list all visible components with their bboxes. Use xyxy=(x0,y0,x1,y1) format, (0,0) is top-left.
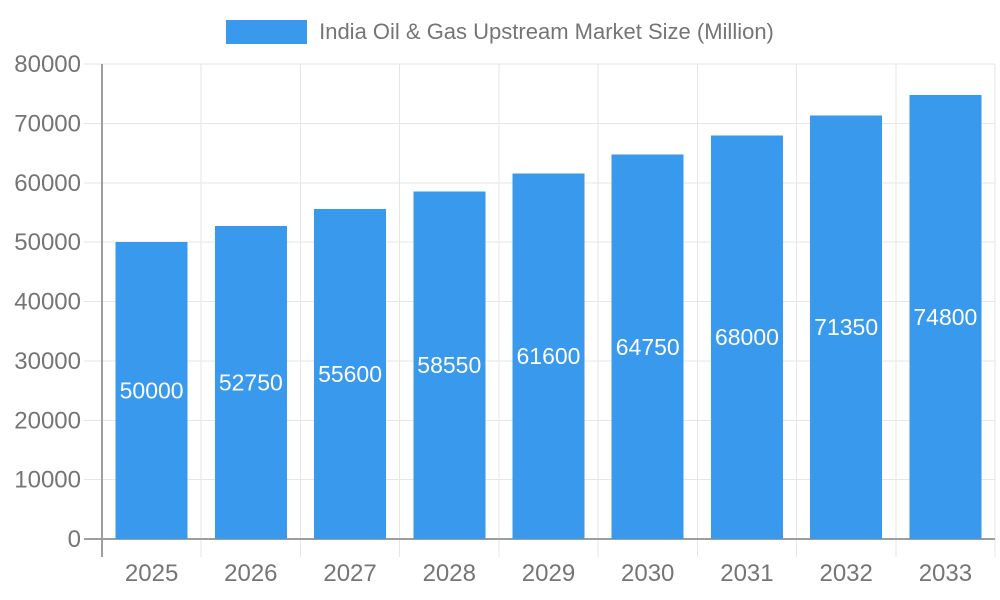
y-axis-tick-label: 30000 xyxy=(14,348,81,375)
bar-2029[interactable] xyxy=(512,173,585,539)
bar-value-label: 74800 xyxy=(913,304,977,330)
y-axis-tick-label: 20000 xyxy=(14,407,81,434)
bar-value-label: 61600 xyxy=(517,343,581,369)
x-axis-tick-label: 2030 xyxy=(621,560,674,587)
bar-2030[interactable] xyxy=(611,154,684,539)
x-axis-tick-label: 2029 xyxy=(522,560,575,587)
x-axis-tick-label: 2032 xyxy=(819,560,872,587)
legend-swatch-icon xyxy=(226,20,308,44)
x-axis-tick-label: 2028 xyxy=(423,560,476,587)
bar-value-label: 55600 xyxy=(318,361,382,387)
bar-2025[interactable] xyxy=(115,242,188,539)
x-axis-tick-label: 2031 xyxy=(720,560,773,587)
y-axis-tick-label: 70000 xyxy=(14,110,81,137)
bar-value-label: 68000 xyxy=(715,324,779,350)
y-axis-tick-label: 60000 xyxy=(14,170,81,197)
y-axis-tick-label: 40000 xyxy=(14,289,81,316)
y-axis-tick-label: 10000 xyxy=(14,467,81,494)
bar-value-label: 71350 xyxy=(814,314,878,340)
bar-2033[interactable] xyxy=(909,94,982,539)
x-axis-tick-label: 2026 xyxy=(224,560,277,587)
bar-value-label: 64750 xyxy=(616,334,680,360)
x-axis-tick-label: 2025 xyxy=(125,560,178,587)
legend: India Oil & Gas Upstream Market Size (Mi… xyxy=(0,20,1000,44)
x-axis-tick-label: 2033 xyxy=(919,560,972,587)
y-axis-tick-label: 50000 xyxy=(14,229,81,256)
x-axis-tick-label: 2027 xyxy=(323,560,376,587)
y-axis-tick-label: 0 xyxy=(68,526,81,553)
bar-value-label: 50000 xyxy=(120,378,184,404)
bar-2031[interactable] xyxy=(710,135,783,539)
bar-2026[interactable] xyxy=(214,225,287,539)
bar-2028[interactable] xyxy=(413,191,486,539)
bar-value-label: 52750 xyxy=(219,369,283,395)
y-axis-tick-label: 80000 xyxy=(14,51,81,78)
bar-2032[interactable] xyxy=(810,115,883,539)
bar-value-label: 58550 xyxy=(417,352,481,378)
legend-label: India Oil & Gas Upstream Market Size (Mi… xyxy=(319,19,774,44)
bar-2027[interactable] xyxy=(314,208,387,539)
legend-item[interactable]: India Oil & Gas Upstream Market Size (Mi… xyxy=(226,20,774,44)
